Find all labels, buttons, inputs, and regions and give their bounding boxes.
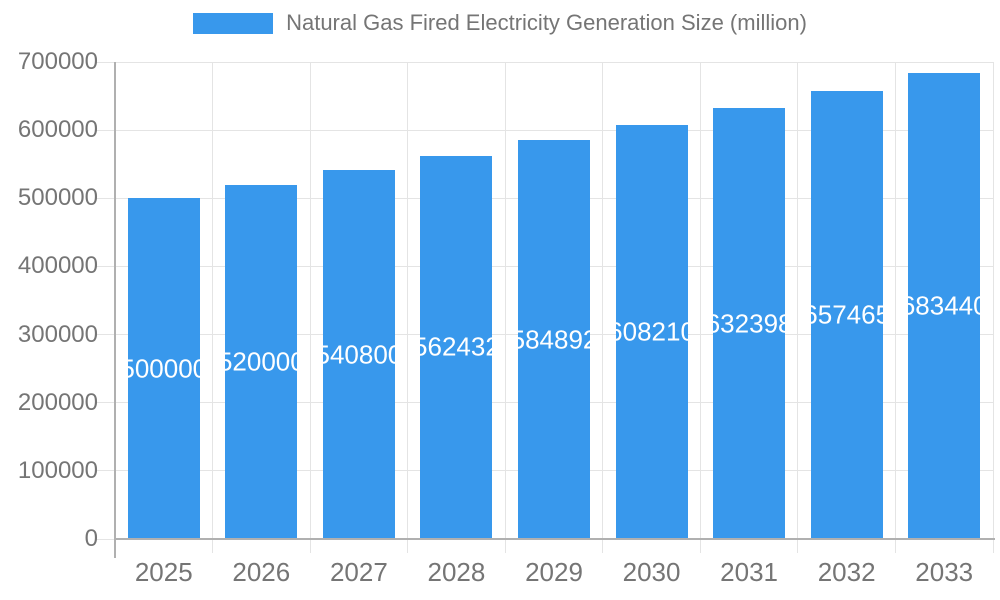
bar-value-label: 632398 (713, 308, 785, 339)
x-tick-label-2028: 2028 (427, 557, 486, 587)
bar-value-label: 683440 (908, 290, 980, 321)
bar-2026[interactable]: 520000 (225, 184, 298, 539)
bar-value-label: 500000 (128, 353, 200, 384)
x-gridline (212, 62, 214, 553)
y-tick-label: 200000 (17, 388, 98, 416)
x-tick-label-2030: 2030 (622, 557, 681, 587)
bar-2028[interactable]: 562432 (420, 155, 493, 539)
legend-item[interactable]: Natural Gas Fired Electricity Generation… (193, 10, 807, 36)
bar-2032[interactable]: 657465 (810, 90, 883, 539)
legend: Natural Gas Fired Electricity Generation… (0, 0, 1000, 46)
bar-value-label: 562432 (420, 331, 492, 362)
x-tick-label-2027: 2027 (329, 557, 388, 587)
y-gridline (95, 61, 993, 63)
bar-2029[interactable]: 584892 (518, 140, 590, 539)
x-gridline (797, 62, 799, 553)
x-tick-label-2029: 2029 (525, 557, 583, 587)
bar-value-label: 657465 (811, 299, 883, 330)
y-tick-label: 600000 (17, 116, 98, 144)
bar-value-label: 608210 (616, 316, 688, 347)
bar-2027[interactable]: 540800 (322, 170, 395, 539)
x-gridline (602, 62, 604, 553)
x-gridline (407, 62, 409, 553)
bar-value-label: 540800 (323, 339, 395, 370)
bar-2031[interactable]: 632398 (713, 108, 786, 539)
y-tick-label: 0 (84, 525, 98, 552)
y-tick-label: 500000 (17, 184, 98, 212)
bar-2033[interactable]: 683440 (908, 73, 981, 539)
x-gridline (992, 62, 994, 553)
y-tick-label: 300000 (17, 320, 98, 348)
bar-2030[interactable]: 608210 (615, 124, 688, 539)
x-gridline (309, 62, 311, 553)
y-gridline (95, 129, 993, 131)
y-tick-label: 100000 (17, 456, 98, 484)
legend-swatch (193, 12, 274, 34)
x-tick-label-2025: 2025 (134, 557, 193, 587)
x-tick-label-2033: 2033 (915, 557, 974, 587)
x-tick-label-2031: 2031 (720, 557, 779, 587)
y-tick-label: 700000 (17, 48, 98, 75)
x-axis-line (114, 538, 995, 540)
x-gridline (504, 62, 506, 553)
x-tick-label-2026: 2026 (232, 557, 291, 587)
bar-2025[interactable]: 500000 (127, 198, 200, 539)
x-gridline (894, 62, 896, 553)
bar-value-label: 584892 (518, 324, 590, 355)
bar-value-label: 520000 (225, 346, 297, 377)
y-tick-label: 400000 (17, 252, 98, 280)
y-axis-line (114, 62, 116, 558)
x-gridline (699, 62, 701, 553)
x-tick-label-2032: 2032 (817, 557, 876, 587)
legend-label: Natural Gas Fired Electricity Generation… (286, 10, 807, 35)
